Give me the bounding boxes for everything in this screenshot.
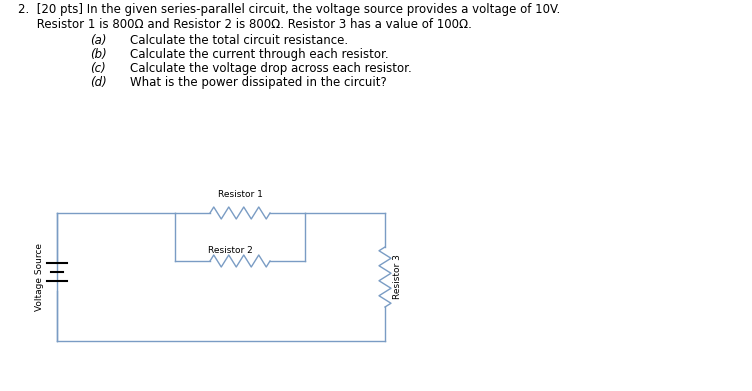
Text: 2.  [20 pts] In the given series-parallel circuit, the voltage source provides a: 2. [20 pts] In the given series-parallel… bbox=[18, 3, 560, 16]
Text: (d): (d) bbox=[90, 76, 107, 89]
Text: (c): (c) bbox=[90, 62, 106, 75]
Text: Voltage Source: Voltage Source bbox=[35, 243, 44, 311]
Text: Resistor 1 is 800Ω and Resistor 2 is 800Ω. Resistor 3 has a value of 100Ω.: Resistor 1 is 800Ω and Resistor 2 is 800… bbox=[18, 18, 472, 31]
Text: What is the power dissipated in the circuit?: What is the power dissipated in the circ… bbox=[130, 76, 387, 89]
Text: (a): (a) bbox=[90, 34, 107, 47]
Text: Calculate the voltage drop across each resistor.: Calculate the voltage drop across each r… bbox=[130, 62, 412, 75]
Text: Calculate the current through each resistor.: Calculate the current through each resis… bbox=[130, 48, 389, 61]
Text: Resistor 1: Resistor 1 bbox=[217, 190, 262, 199]
Text: Resistor 2: Resistor 2 bbox=[208, 246, 253, 255]
Text: Resistor 3: Resistor 3 bbox=[393, 255, 402, 300]
Text: Calculate the total circuit resistance.: Calculate the total circuit resistance. bbox=[130, 34, 348, 47]
Text: (b): (b) bbox=[90, 48, 107, 61]
